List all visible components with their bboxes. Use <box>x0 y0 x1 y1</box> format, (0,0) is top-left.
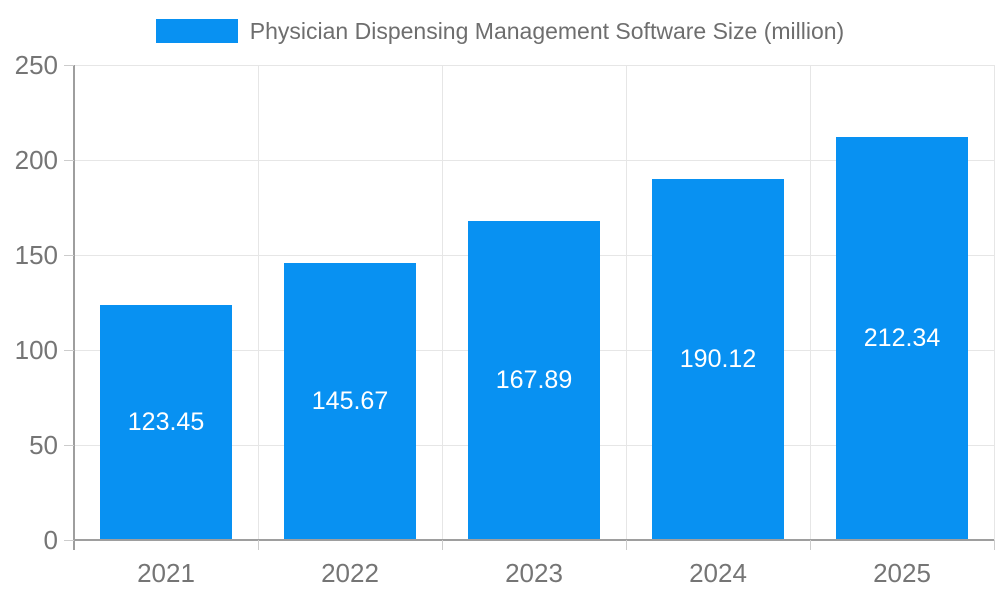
y-tick-label: 150 <box>14 240 58 270</box>
x-tick-label: 2025 <box>873 558 931 588</box>
y-axis-line <box>73 65 75 550</box>
y-tick-label: 0 <box>43 525 58 555</box>
plot-area: 123.45 145.67 167.89 190.12 212.34 <box>74 64 995 540</box>
legend-label: Physician Dispensing Management Software… <box>249 17 845 44</box>
h-gridline <box>74 64 994 66</box>
x-tick-mark <box>809 540 811 550</box>
x-tick-label: 2022 <box>321 558 379 588</box>
bar-value-label: 212.34 <box>863 323 941 352</box>
x-tick-mark <box>441 540 443 550</box>
bar: 167.89 <box>468 221 600 540</box>
x-tick-label: 2021 <box>137 558 195 588</box>
bar-value-label: 123.45 <box>127 408 205 437</box>
v-gridline <box>625 65 627 540</box>
y-tick-mark <box>64 65 74 66</box>
y-tick-label: 50 <box>29 430 58 460</box>
y-tick-mark <box>64 350 74 351</box>
v-gridline <box>441 65 443 540</box>
x-tick-label: 2024 <box>689 558 747 588</box>
bar: 212.34 <box>836 136 968 540</box>
legend: Physician Dispensing Management Software… <box>0 14 1000 48</box>
bar-value-label: 145.67 <box>311 387 389 416</box>
x-tick-label: 2023 <box>505 558 563 588</box>
y-tick-mark <box>64 540 74 541</box>
bar-value-label: 190.12 <box>679 344 757 373</box>
bar: 190.12 <box>652 178 784 540</box>
bar-value-label: 167.89 <box>495 366 573 394</box>
y-tick-label: 100 <box>14 335 58 365</box>
h-gridline <box>74 159 994 161</box>
x-tick-mark <box>625 540 627 550</box>
bar: 123.45 <box>100 305 232 540</box>
v-gridline <box>993 65 995 540</box>
y-tick-mark <box>64 445 74 446</box>
y-tick-mark <box>64 160 74 161</box>
v-gridline <box>809 65 811 540</box>
x-axis-line <box>74 539 994 541</box>
x-tick-mark <box>257 540 259 550</box>
legend-swatch <box>155 19 238 43</box>
y-tick-mark <box>64 255 74 256</box>
x-tick-mark <box>993 540 995 550</box>
bar: 145.67 <box>284 263 416 540</box>
v-gridline <box>257 65 259 540</box>
y-tick-label: 200 <box>14 145 58 175</box>
y-tick-label: 250 <box>14 50 58 80</box>
